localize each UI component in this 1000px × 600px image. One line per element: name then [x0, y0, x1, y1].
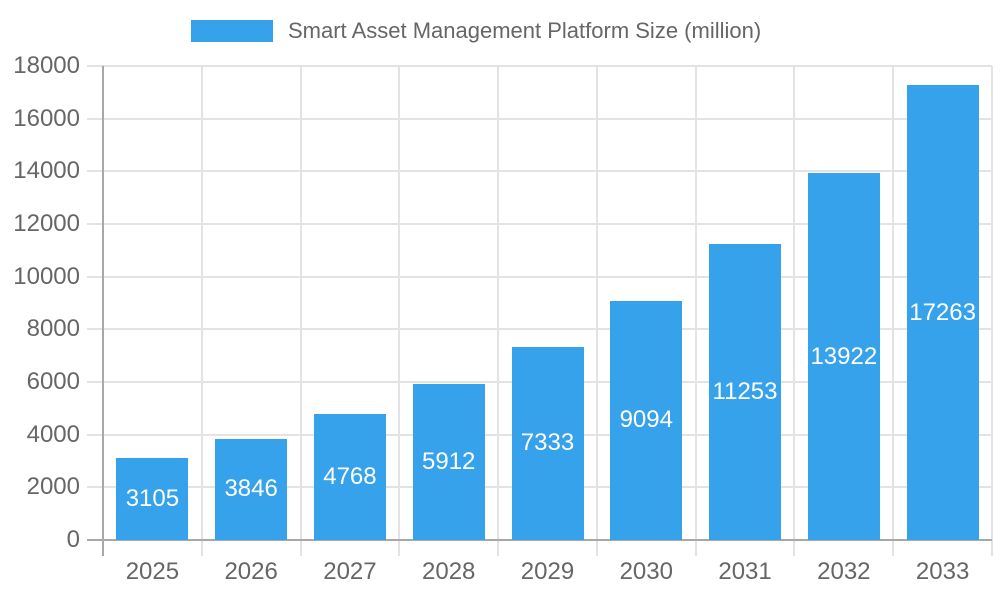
x-axis-line: [87, 539, 992, 541]
y-axis-line: [102, 66, 104, 556]
x-gridline: [595, 66, 598, 556]
bar-2027[interactable]: [313, 414, 386, 540]
bar-2025[interactable]: [116, 458, 189, 540]
x-gridline: [991, 66, 993, 556]
bar-2028[interactable]: [412, 384, 485, 540]
y-tick-label: 2000: [26, 473, 80, 501]
legend-swatch-icon: [191, 20, 273, 42]
x-gridline: [497, 66, 500, 556]
y-tick-label: 18000: [13, 52, 80, 79]
y-gridline: [87, 170, 992, 173]
x-tick-label: 2033: [915, 558, 970, 585]
y-tick-label: 0: [66, 526, 80, 553]
bar-2032[interactable]: [807, 173, 880, 540]
bar-value-label: 9094: [619, 406, 673, 434]
bar-value-label: 3105: [125, 485, 180, 513]
bar-2031[interactable]: [709, 243, 782, 540]
y-tick-label: 16000: [13, 104, 80, 132]
x-tick-label: 2027: [323, 558, 377, 585]
y-gridline: [87, 117, 992, 120]
x-gridline: [299, 66, 302, 556]
x-gridline: [200, 66, 203, 556]
bar-value-label: 17263: [909, 298, 976, 326]
y-tick-label: 12000: [13, 210, 80, 237]
x-tick-label: 2031: [718, 558, 772, 585]
bar-value-label: 7333: [520, 429, 575, 457]
x-gridline: [892, 66, 895, 556]
x-gridline: [793, 66, 796, 556]
y-gridline: [87, 275, 992, 278]
bar-value-label: 4768: [323, 463, 377, 491]
x-tick-label: 2032: [817, 558, 871, 585]
y-tick-label: 14000: [13, 157, 80, 185]
x-tick-label: 2025: [125, 558, 180, 585]
bar-value-label: 5912: [422, 448, 476, 476]
bar-2029[interactable]: [511, 346, 584, 540]
x-tick-label: 2030: [619, 558, 673, 585]
x-tick-label: 2028: [422, 558, 476, 585]
bar-2033[interactable]: [906, 85, 979, 540]
y-gridline: [87, 328, 992, 331]
y-tick-label: 6000: [26, 368, 80, 395]
bar-value-label: 11253: [712, 377, 778, 405]
legend-label: Smart Asset Management Platform Size (mi…: [288, 18, 762, 43]
bar-value-label: 13922: [810, 342, 878, 370]
y-tick-label: 4000: [26, 420, 80, 448]
x-gridline: [694, 66, 697, 556]
x-tick-label: 2029: [520, 558, 575, 585]
x-tick-label: 2026: [224, 558, 278, 585]
legend-item[interactable]: Smart Asset Management Platform Size (mi…: [191, 20, 761, 42]
bar-2026[interactable]: [215, 438, 288, 540]
x-gridline: [398, 66, 401, 556]
y-gridline: [87, 223, 992, 225]
y-tick-label: 10000: [13, 262, 80, 290]
y-gridline: [87, 65, 992, 67]
bar-2030[interactable]: [610, 300, 683, 540]
bar-value-label: 3846: [224, 475, 278, 503]
y-tick-label: 8000: [26, 315, 80, 343]
